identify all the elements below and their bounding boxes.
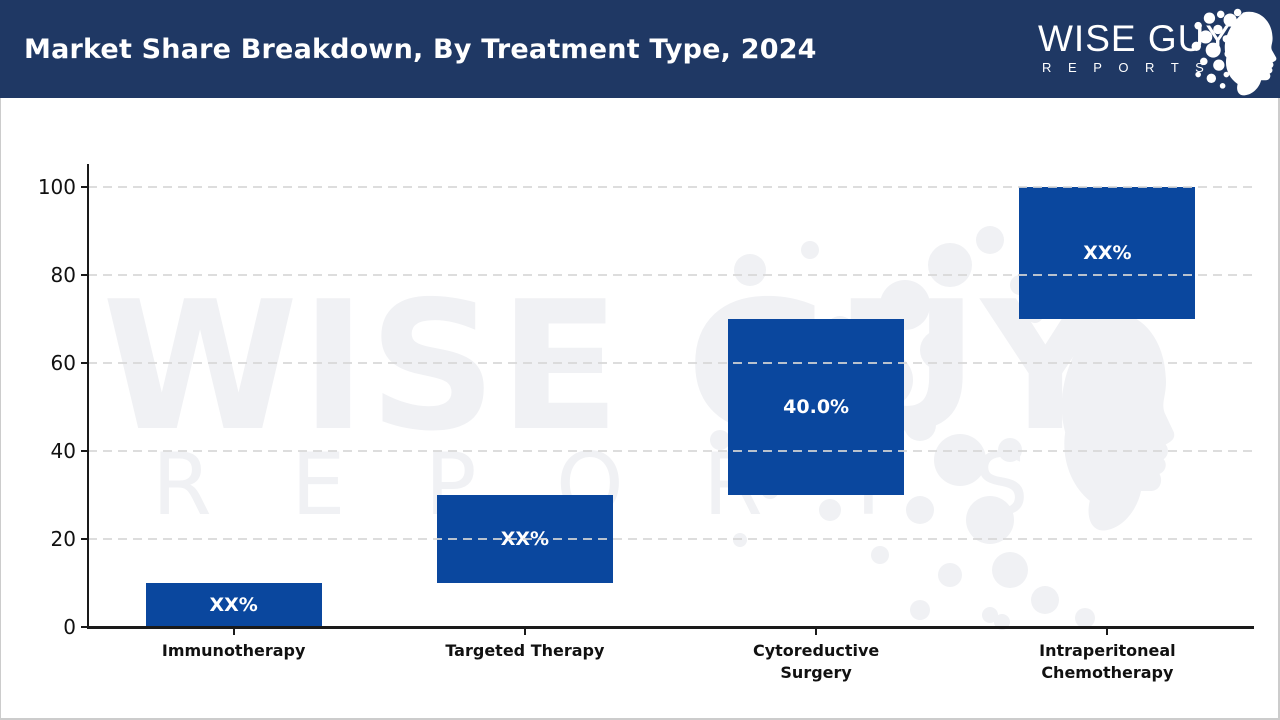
category-label-2: Targeted Therapy — [445, 641, 605, 660]
category-label-3: Cytoreductive Surgery — [752, 641, 880, 682]
gridline-80 — [88, 274, 1252, 276]
y-tick-label-60: 60 — [50, 351, 76, 375]
logo-head-dots-icon — [1191, 8, 1277, 96]
y-tick-20 — [81, 538, 88, 540]
header-bar: Market Share Breakdown, By Treatment Typ… — [0, 0, 1280, 98]
y-tick-100 — [81, 186, 88, 188]
y-tick-80 — [81, 274, 88, 276]
y-axis-line — [87, 164, 89, 628]
bar-cytoreductive-surgery: 40.0% — [728, 319, 905, 495]
chart-title: Market Share Breakdown, By Treatment Typ… — [24, 33, 817, 65]
bar-immunotherapy: XX% — [145, 583, 322, 627]
y-tick-label-80: 80 — [50, 263, 76, 287]
border-right — [1278, 98, 1280, 720]
category-label-4: Intraperitoneal Chemotherapy — [1039, 641, 1176, 682]
gridline-20 — [88, 538, 1252, 540]
x-tick-3 — [815, 629, 818, 635]
gridline-100 — [88, 186, 1252, 188]
x-tick-4 — [1106, 629, 1109, 635]
y-tick-40 — [81, 450, 88, 452]
border-left — [0, 98, 1, 720]
bar-value-label: XX% — [209, 594, 258, 616]
y-tick-label-0: 0 — [63, 615, 76, 639]
logo-subtext: R E P O R T S — [1042, 60, 1211, 75]
y-tick-label-40: 40 — [50, 439, 76, 463]
x-tick-1 — [232, 629, 235, 635]
gridline-60 — [88, 362, 1252, 364]
wise-guy-reports-logo: WISE GUY R E P O R T S — [1032, 4, 1278, 96]
x-axis-line — [87, 626, 1254, 629]
y-tick-label-20: 20 — [50, 527, 76, 551]
x-tick-2 — [523, 629, 526, 635]
y-tick-60 — [81, 362, 88, 364]
y-tick-label-100: 100 — [37, 175, 76, 199]
bar-value-label: XX% — [1083, 242, 1132, 264]
gridline-40 — [88, 450, 1252, 452]
y-tick-0 — [81, 626, 88, 628]
border-bottom — [0, 718, 1280, 720]
category-label-1: Immunotherapy — [161, 641, 306, 660]
bar-value-label: 40.0% — [783, 396, 850, 418]
bar-intraperitoneal-chemotherapy: XX% — [1019, 187, 1196, 319]
